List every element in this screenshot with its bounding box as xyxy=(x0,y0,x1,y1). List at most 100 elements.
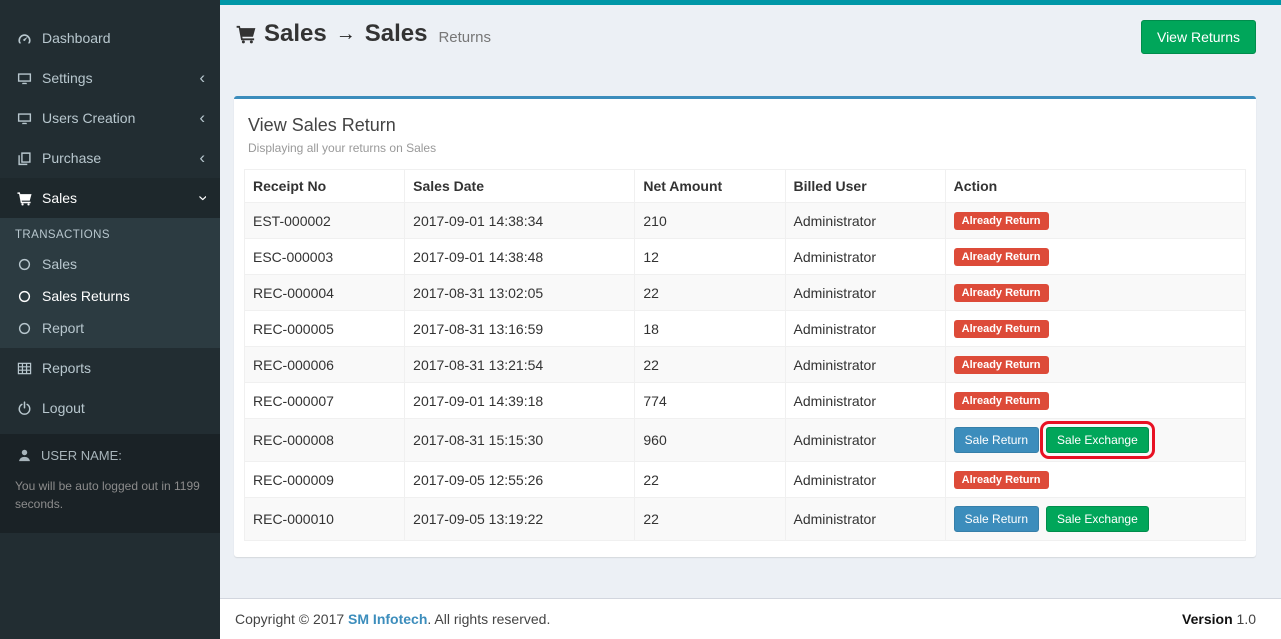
table-header-row: Receipt No Sales Date Net Amount Billed Use… xyxy=(243,169,1247,203)
copy-icon xyxy=(15,151,33,166)
version-label: Version xyxy=(1182,611,1233,627)
table-row: REC-000009 2017-09-05 12:55:26 22 Administr… xyxy=(243,461,1247,498)
user-name-label: USER NAME: xyxy=(41,448,122,463)
cell-net-amount: 18 xyxy=(634,310,786,347)
table-row: REC-000004 2017-08-31 13:02:05 22 Administr… xyxy=(243,274,1247,311)
cell-billed-user: Administrator xyxy=(784,310,946,347)
cell-sales-date: 2017-09-05 12:55:26 xyxy=(404,461,636,498)
main-area: Sales → Sales Returns View Returns View … xyxy=(220,0,1281,639)
auto-logout-notice: You will be auto logged out in 1199 seco… xyxy=(15,479,200,511)
cell-net-amount: 960 xyxy=(634,418,786,462)
cell-receipt-no: REC-000010 xyxy=(243,497,406,541)
table-row: REC-000007 2017-09-01 14:39:18 774 Administ… xyxy=(243,382,1247,419)
sidebar-item-settings[interactable]: Settings ‹ xyxy=(0,58,220,98)
table-row: REC-000010 2017-09-05 13:19:22 22 Administr… xyxy=(243,497,1247,541)
cell-billed-user: Administrator xyxy=(784,346,946,383)
power-icon xyxy=(15,400,33,416)
cell-sales-date: 2017-08-31 15:15:30 xyxy=(404,418,636,462)
table-row: ESC-000003 2017-09-01 14:38:48 12 Administr… xyxy=(243,238,1247,275)
chevron-left-icon: ‹ xyxy=(199,68,205,87)
circle-icon xyxy=(15,289,33,304)
user-name-row: USER NAME: xyxy=(15,448,205,463)
title-subtitle: Returns xyxy=(438,28,491,46)
sales-returns-table: Receipt No Sales Date Net Amount Billed Use… xyxy=(243,169,1247,541)
cell-net-amount: 12 xyxy=(634,238,786,275)
sidebar-item-label: Logout xyxy=(42,400,85,416)
cell-net-amount: 22 xyxy=(634,497,786,541)
copyright-text: Copyright © 2017 SM Infotech. All rights… xyxy=(235,611,550,627)
sidebar-item-label: Reports xyxy=(42,360,92,376)
cell-action: Already Return xyxy=(944,461,1247,498)
sidebar-subitem-sales-returns[interactable]: Sales Returns xyxy=(0,280,220,312)
sale-return-button[interactable]: Sale Return xyxy=(953,427,1040,453)
cell-receipt-no: EST-000002 xyxy=(243,202,406,239)
circle-icon xyxy=(15,321,33,336)
cell-sales-date: 2017-09-05 13:19:22 xyxy=(404,497,636,541)
column-header-action: Action xyxy=(944,169,1247,203)
submenu-item-label: Sales Returns xyxy=(42,288,130,304)
already-return-badge: Already Return xyxy=(953,284,1049,302)
cell-receipt-no: REC-000008 xyxy=(243,418,406,462)
sale-return-button[interactable]: Sale Return xyxy=(953,506,1040,532)
sidebar-item-reports[interactable]: Reports xyxy=(0,348,220,388)
sale-exchange-button[interactable]: Sale Exchange xyxy=(1040,421,1155,459)
cell-net-amount: 22 xyxy=(634,461,786,498)
view-returns-button[interactable]: View Returns xyxy=(1140,20,1256,54)
cell-action: Already Return xyxy=(944,274,1247,311)
cell-billed-user: Administrator xyxy=(784,238,946,275)
already-return-badge: Already Return xyxy=(953,248,1049,266)
cell-sales-date: 2017-09-01 14:38:48 xyxy=(404,238,636,275)
sidebar-subitem-report[interactable]: Report xyxy=(0,312,220,344)
content-header: Sales → Sales Returns View Returns xyxy=(220,5,1281,54)
cell-billed-user: Administrator xyxy=(784,382,946,419)
title-main: Sales xyxy=(264,20,327,47)
desktop-icon xyxy=(15,111,33,126)
already-return-badge: Already Return xyxy=(953,471,1049,489)
sidebar-item-users-creation[interactable]: Users Creation ‹ xyxy=(0,98,220,138)
sidebar-menu: Dashboard Settings ‹ Users Creation ‹ xyxy=(0,0,220,428)
cell-billed-user: Administrator xyxy=(784,274,946,311)
cell-billed-user: Administrator xyxy=(784,497,946,541)
cell-sales-date: 2017-08-31 13:16:59 xyxy=(404,310,636,347)
sales-return-box: View Sales Return Displaying all your re… xyxy=(234,96,1256,557)
title-second: Sales xyxy=(364,20,428,47)
sidebar-item-dashboard[interactable]: Dashboard xyxy=(0,18,220,58)
sidebar-item-logout[interactable]: Logout xyxy=(0,388,220,428)
column-header-receipt-no: Receipt No xyxy=(243,169,406,203)
cell-action: Already Return xyxy=(944,382,1247,419)
already-return-badge: Already Return xyxy=(953,212,1049,230)
table-row: REC-000008 2017-08-31 15:15:30 960 Administ… xyxy=(243,418,1247,462)
cart-icon xyxy=(235,24,257,44)
cell-billed-user: Administrator xyxy=(784,418,946,462)
sidebar-item-purchase[interactable]: Purchase ‹ xyxy=(0,138,220,178)
cell-billed-user: Administrator xyxy=(784,202,946,239)
sidebar-subitem-sales[interactable]: Sales xyxy=(0,248,220,280)
cell-net-amount: 210 xyxy=(634,202,786,239)
cell-net-amount: 774 xyxy=(634,382,786,419)
content: View Sales Return Displaying all your re… xyxy=(220,54,1281,598)
user-icon xyxy=(15,448,33,463)
cell-receipt-no: ESC-000003 xyxy=(243,238,406,275)
sale-exchange-button[interactable]: Sale Exchange xyxy=(1046,506,1149,532)
submenu-section-label: TRANSACTIONS xyxy=(15,229,110,241)
submenu-item-label: Report xyxy=(42,320,85,336)
circle-icon xyxy=(15,257,33,272)
company-link[interactable]: SM Infotech xyxy=(348,611,428,627)
page-title: Sales → Sales Returns xyxy=(235,20,491,48)
sidebar-item-label: Dashboard xyxy=(42,30,111,46)
cell-action: Already Return xyxy=(944,238,1247,275)
cell-action: Already Return xyxy=(944,202,1247,239)
user-panel: USER NAME: You will be auto logged out i… xyxy=(0,434,220,533)
already-return-badge: Already Return xyxy=(953,356,1049,374)
table-row: EST-000002 2017-09-01 14:38:34 210 Administ… xyxy=(243,202,1247,239)
already-return-badge: Already Return xyxy=(953,320,1049,338)
cell-billed-user: Administrator xyxy=(784,461,946,498)
cell-action: Sale Return Sale Exchange xyxy=(944,418,1247,462)
desktop-icon xyxy=(15,71,33,86)
sidebar-item-sales[interactable]: Sales ‹ xyxy=(0,178,220,218)
cell-net-amount: 22 xyxy=(634,346,786,383)
chevron-left-icon: ‹ xyxy=(199,108,205,127)
cell-receipt-no: REC-000004 xyxy=(243,274,406,311)
cell-action: Already Return xyxy=(944,346,1247,383)
